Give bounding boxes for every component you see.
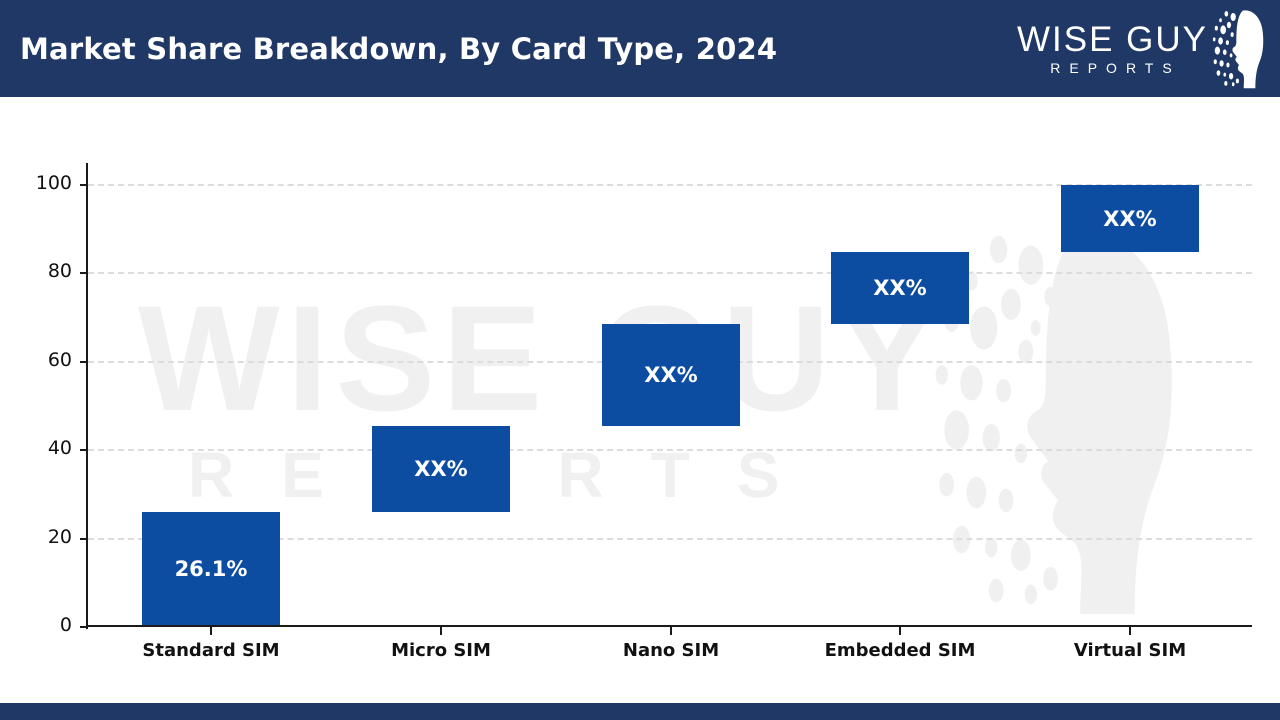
y-tick-label: 20 [47, 525, 72, 548]
gridline [88, 449, 1252, 452]
x-tick-label: Micro SIM [391, 640, 491, 661]
brand-wordmark: WISE GUY [1016, 19, 1208, 59]
waterfall-bar: 26.1% [142, 511, 280, 627]
y-tick [80, 184, 88, 186]
bar-value-label: XX% [644, 363, 698, 388]
x-tick-label: Standard SIM [142, 640, 280, 661]
y-tick [80, 272, 88, 275]
x-tick-label: Virtual SIM [1073, 640, 1187, 661]
x-tick-label: Embedded SIM [824, 640, 976, 661]
y-tick-label: 40 [47, 437, 72, 460]
waterfall-bar: XX% [372, 425, 510, 512]
x-tick [1129, 627, 1131, 635]
y-tick [80, 537, 88, 540]
y-tick-label: 100 [35, 172, 72, 194]
page-title: Market Share Breakdown, By Card Type, 20… [20, 31, 778, 66]
y-tick-label: 80 [47, 260, 72, 283]
x-tick [899, 627, 901, 635]
waterfall-bar: XX% [831, 252, 969, 325]
gridline [88, 272, 1252, 275]
waterfall-bar: XX% [1061, 185, 1199, 253]
y-tick-label: 0 [59, 614, 72, 636]
y-tick [80, 449, 88, 452]
y-tick-label: 60 [47, 348, 72, 371]
bar-value-label: XX% [1103, 206, 1157, 231]
x-tick [670, 627, 672, 635]
brand-logo-text: WISE GUY REPORTS [1016, 19, 1208, 77]
bar-value-label: 26.1% [174, 557, 248, 582]
x-tick [440, 627, 442, 635]
chart-plot-area: 0 20 40 60 80 100 Standard SIM Micro SIM Nano SI… [0, 97, 1280, 703]
brand-face-icon [1212, 10, 1264, 89]
header-band: Market Share Breakdown, By Card Type, 20… [0, 0, 1280, 97]
y-tick [80, 360, 88, 363]
gridline [88, 537, 1252, 540]
x-axis-line [86, 625, 1252, 627]
brand-logo: WISE GUY REPORTS [1017, 7, 1268, 91]
watermark-face-icon [935, 232, 1172, 615]
bar-value-label: XX% [414, 456, 468, 481]
x-tick [210, 627, 212, 635]
y-axis-line [86, 163, 88, 629]
y-tick [80, 626, 88, 628]
brand-tagline: REPORTS [1050, 60, 1181, 77]
x-tick-label: Nano SIM [622, 640, 720, 661]
watermark-wordmark: WISE GUY [138, 274, 945, 442]
footer-band [0, 703, 1280, 720]
bar-value-label: XX% [873, 276, 927, 301]
gridline [88, 184, 1252, 186]
waterfall-bar: XX% [602, 324, 740, 426]
